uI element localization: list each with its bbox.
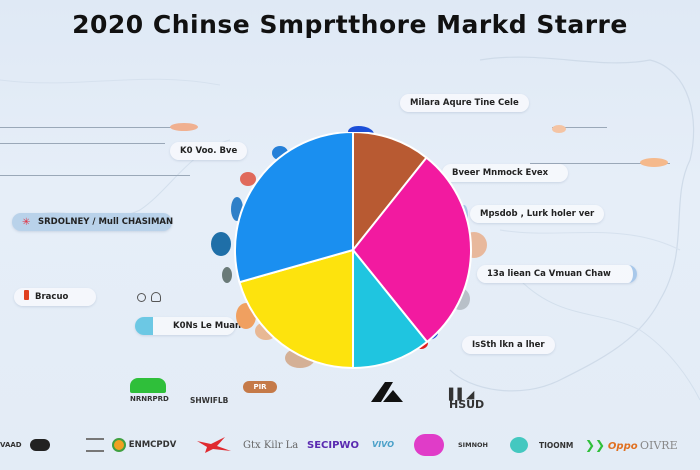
- pie-chart: [234, 132, 472, 370]
- logo-hsud: ▌▌◢ HSUD: [449, 388, 485, 411]
- label-right-bottom: IsSth lkn a lher: [462, 336, 555, 354]
- logo-text: SHWIFLB: [190, 396, 229, 405]
- logo-oppo: ❯❯ Oppo: [585, 438, 638, 452]
- logo-simnoh: SIMNOH: [458, 441, 488, 449]
- connector-line: [0, 127, 195, 128]
- logo-vivo: VIVO: [372, 440, 395, 449]
- red-star-logo-icon: [197, 437, 231, 453]
- gauge-icon: [151, 292, 161, 302]
- connector-line: [0, 175, 190, 176]
- logo-secipwo: SECIPWO: [307, 440, 359, 451]
- logo-gtx: Gtx Kilr La: [243, 440, 299, 451]
- logo-pir: PIR: [243, 381, 277, 393]
- pie-slice: [352, 132, 428, 253]
- circle-icon: [137, 293, 146, 302]
- label-left-mid: ✳ SRDOLNEY / Mull CHASIMAN: [12, 213, 173, 231]
- flag-icon: ✳: [22, 217, 31, 228]
- label-left-upper: K0 Voo. Bve: [170, 142, 248, 160]
- logo-stack: [86, 438, 104, 452]
- label-right-mid: Mpsdob , Lurk holer ver: [470, 205, 605, 223]
- logo-green: NRNRPRD: [130, 378, 169, 403]
- decor-blob: [211, 232, 231, 256]
- label-left-lower: Bracuo: [14, 288, 96, 306]
- e-logo-icon: [112, 438, 126, 452]
- connector-dot: [170, 123, 198, 131]
- decor-blob: [222, 267, 232, 283]
- logo-teal-circle: [510, 437, 528, 453]
- connector-dot: [552, 125, 566, 133]
- logo-oivre: OIVRE: [640, 439, 678, 452]
- logo-tioonm: TIOONM: [539, 441, 574, 450]
- phone-icon: [24, 290, 29, 300]
- label-right-upper: Bveer Mnmock Evex: [442, 164, 569, 182]
- connector-line: [530, 163, 670, 164]
- logo-pink: [414, 434, 444, 456]
- connector-line: [0, 143, 165, 144]
- chart-title: 2020 Chinse Smprtthore Markd Starre: [72, 10, 628, 39]
- label-top-right: Milara Aqure Tine Cele: [400, 94, 529, 112]
- leaf-icon: ❯❯: [585, 438, 606, 452]
- green-badge-icon: [130, 378, 166, 393]
- label-left-bottom: K0Ns Le Muan: [135, 317, 241, 335]
- logo-gbmo: [30, 439, 50, 453]
- connector-line: [552, 127, 607, 128]
- connector-dot: [640, 158, 668, 167]
- pie-slice: [351, 156, 472, 344]
- logo-vaad: VAAD: [0, 441, 22, 449]
- pie-slice: [352, 247, 429, 370]
- pie-slice: [238, 248, 354, 370]
- decor-blob: [240, 172, 256, 186]
- triangle-logo-icon: [371, 382, 403, 402]
- label-right-lower: 13a liean Ca Vmuan Chaw: [477, 265, 637, 283]
- pie-slice: [234, 132, 354, 284]
- logo-enmcpdv: ENMCPDV: [112, 438, 176, 452]
